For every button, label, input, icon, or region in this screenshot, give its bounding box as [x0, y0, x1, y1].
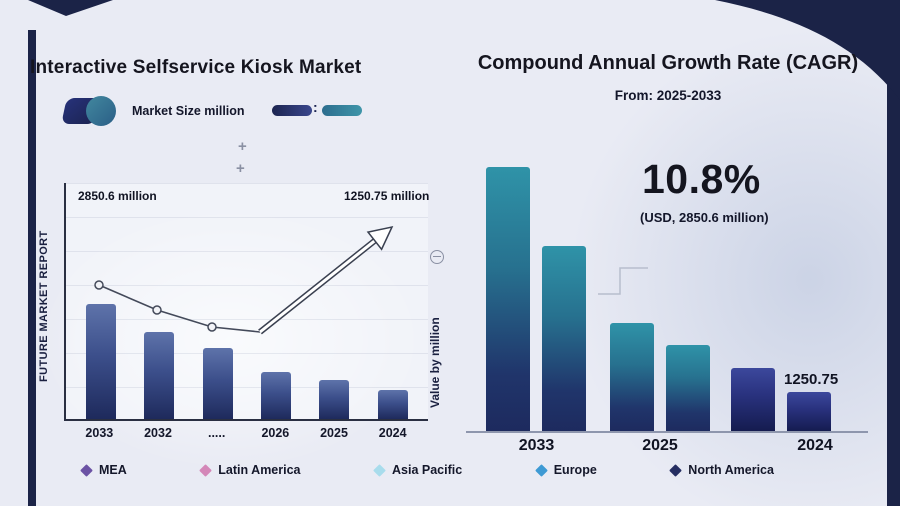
market-size-bar-2024 — [377, 390, 408, 419]
legend-pill-separator: : — [313, 99, 318, 115]
cagr-bar-2025-1 — [610, 323, 654, 432]
diamond-bullet-icon — [669, 463, 683, 477]
cagr-bar-group-2024 — [731, 150, 831, 432]
legend-pill-teal — [322, 105, 362, 116]
x-label-2025: 2025 — [642, 437, 678, 454]
legend-label: Europe — [553, 463, 597, 477]
legend-label: North America — [688, 463, 774, 477]
plus-decor-1: + — [238, 138, 247, 155]
left-edge-strip — [28, 30, 36, 506]
right-chart-y-label: Value by million — [428, 317, 442, 409]
cagr-note: (USD, 2850.6 million) — [640, 210, 769, 225]
plus-decor-2: + — [236, 160, 245, 177]
market-size-bar-chart — [64, 183, 428, 421]
cagr-bar-2033-2 — [542, 246, 586, 432]
cagr-bar-2025-2 — [666, 345, 710, 432]
left-chart-side-label: FUTURE MARKET REPORT — [38, 230, 50, 382]
x-label-2026: 2026 — [261, 426, 290, 440]
right-chart-title: Compound Annual Growth Rate (CAGR) — [477, 52, 859, 74]
x-label-2025: 2025 — [320, 426, 348, 440]
cagr-bar-2024-2 — [787, 392, 831, 432]
x-label-2033: 2033 — [518, 437, 555, 454]
market-size-icon — [61, 96, 122, 126]
annotation-2024-value: 1250.75 million — [344, 189, 430, 203]
market-size-bar-2025 — [319, 380, 350, 419]
legend-item-mea: MEA — [80, 463, 127, 477]
top-left-wedge — [28, 0, 113, 16]
legend-item-north-america: North America — [669, 463, 774, 477]
cagr-bar-group-2025 — [610, 150, 710, 432]
left-chart-title: Interactive Selfservice Kiosk Market — [30, 57, 362, 78]
market-size-bar-2026 — [261, 372, 292, 419]
cagr-bar-group-2033 — [486, 150, 586, 432]
legend-pill-navy — [272, 105, 312, 116]
legend-label: Asia Pacific — [392, 463, 463, 477]
legend-label: Latin America — [218, 463, 301, 477]
market-size-bar-2033 — [86, 304, 117, 419]
legend-label: MEA — [99, 463, 127, 477]
diamond-bullet-icon — [373, 463, 386, 477]
right-edge-strip — [887, 0, 900, 506]
market-size-bar-..... — [202, 348, 233, 419]
x-label-2024: 2024 — [378, 426, 407, 440]
market-size-legend-label: Market Size million — [132, 104, 245, 118]
x-label-.....: ..... — [207, 426, 226, 440]
x-label-2024: 2024 — [797, 437, 833, 454]
x-label-2032: 2032 — [144, 426, 172, 440]
region-legend: MEA Latin America Asia Pacific Europe No… — [80, 463, 774, 477]
diamond-bullet-icon — [534, 463, 548, 477]
market-size-bar-2032 — [144, 332, 175, 419]
legend-item-europe: Europe — [534, 463, 597, 477]
legend-item-asia-pacific: Asia Pacific — [373, 463, 463, 477]
annotation-1250-75: 1250.75 — [784, 371, 839, 388]
legend-item-latin-america: Latin America — [199, 463, 301, 477]
market-size-icon-shape-teal — [86, 96, 116, 126]
annotation-2033-value: 2850.6 million — [78, 189, 157, 203]
diamond-bullet-icon — [80, 463, 93, 477]
diamond-bullet-icon — [199, 463, 213, 477]
x-label-2033: 2033 — [85, 426, 114, 440]
cagr-bar-2033-1 — [486, 167, 530, 432]
right-chart-baseline — [466, 431, 868, 433]
cagr-value: 10.8% — [642, 156, 761, 202]
minus-circle-icon — [430, 250, 444, 264]
market-size-x-axis-labels: 2033 2032..... 2026 2025 2024 — [64, 426, 428, 440]
cagr-bar-2024-1 — [731, 368, 775, 432]
right-chart-subtitle: From: 2025-2033 — [614, 88, 722, 103]
top-right-corner-shape — [715, 0, 900, 100]
